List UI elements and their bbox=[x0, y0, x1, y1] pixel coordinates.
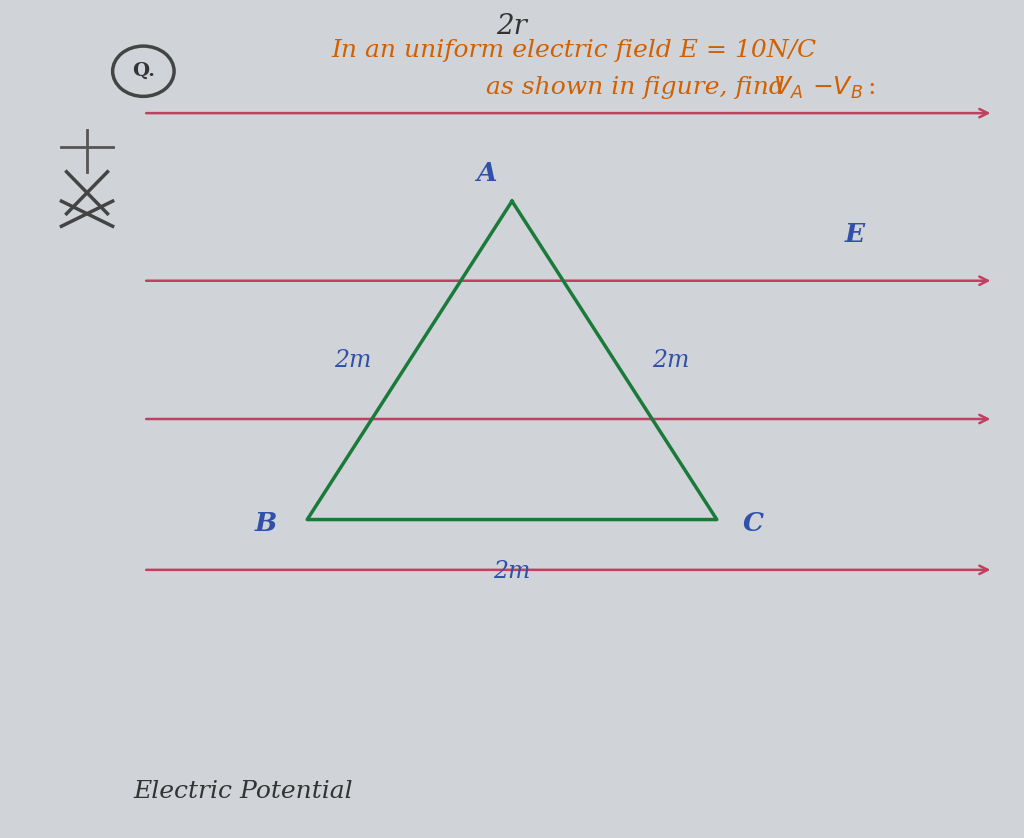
Text: $V_A$: $V_A$ bbox=[773, 75, 803, 101]
Text: Electric Potential: Electric Potential bbox=[133, 780, 352, 804]
Text: 2r: 2r bbox=[497, 13, 527, 39]
Text: as shown in figure, find: as shown in figure, find bbox=[486, 76, 794, 100]
Text: 2m: 2m bbox=[494, 560, 530, 582]
Text: $-V_B$: $-V_B$ bbox=[812, 75, 863, 101]
Text: A: A bbox=[476, 161, 497, 186]
Text: 2m: 2m bbox=[652, 349, 689, 372]
Text: 2m: 2m bbox=[335, 349, 372, 372]
Text: B: B bbox=[254, 511, 276, 536]
Text: In an uniform electric field E = 10N/C: In an uniform electric field E = 10N/C bbox=[331, 39, 816, 62]
Text: C: C bbox=[742, 511, 764, 536]
Text: E: E bbox=[845, 222, 865, 247]
Text: :: : bbox=[867, 76, 876, 100]
Text: Q.: Q. bbox=[132, 62, 155, 80]
